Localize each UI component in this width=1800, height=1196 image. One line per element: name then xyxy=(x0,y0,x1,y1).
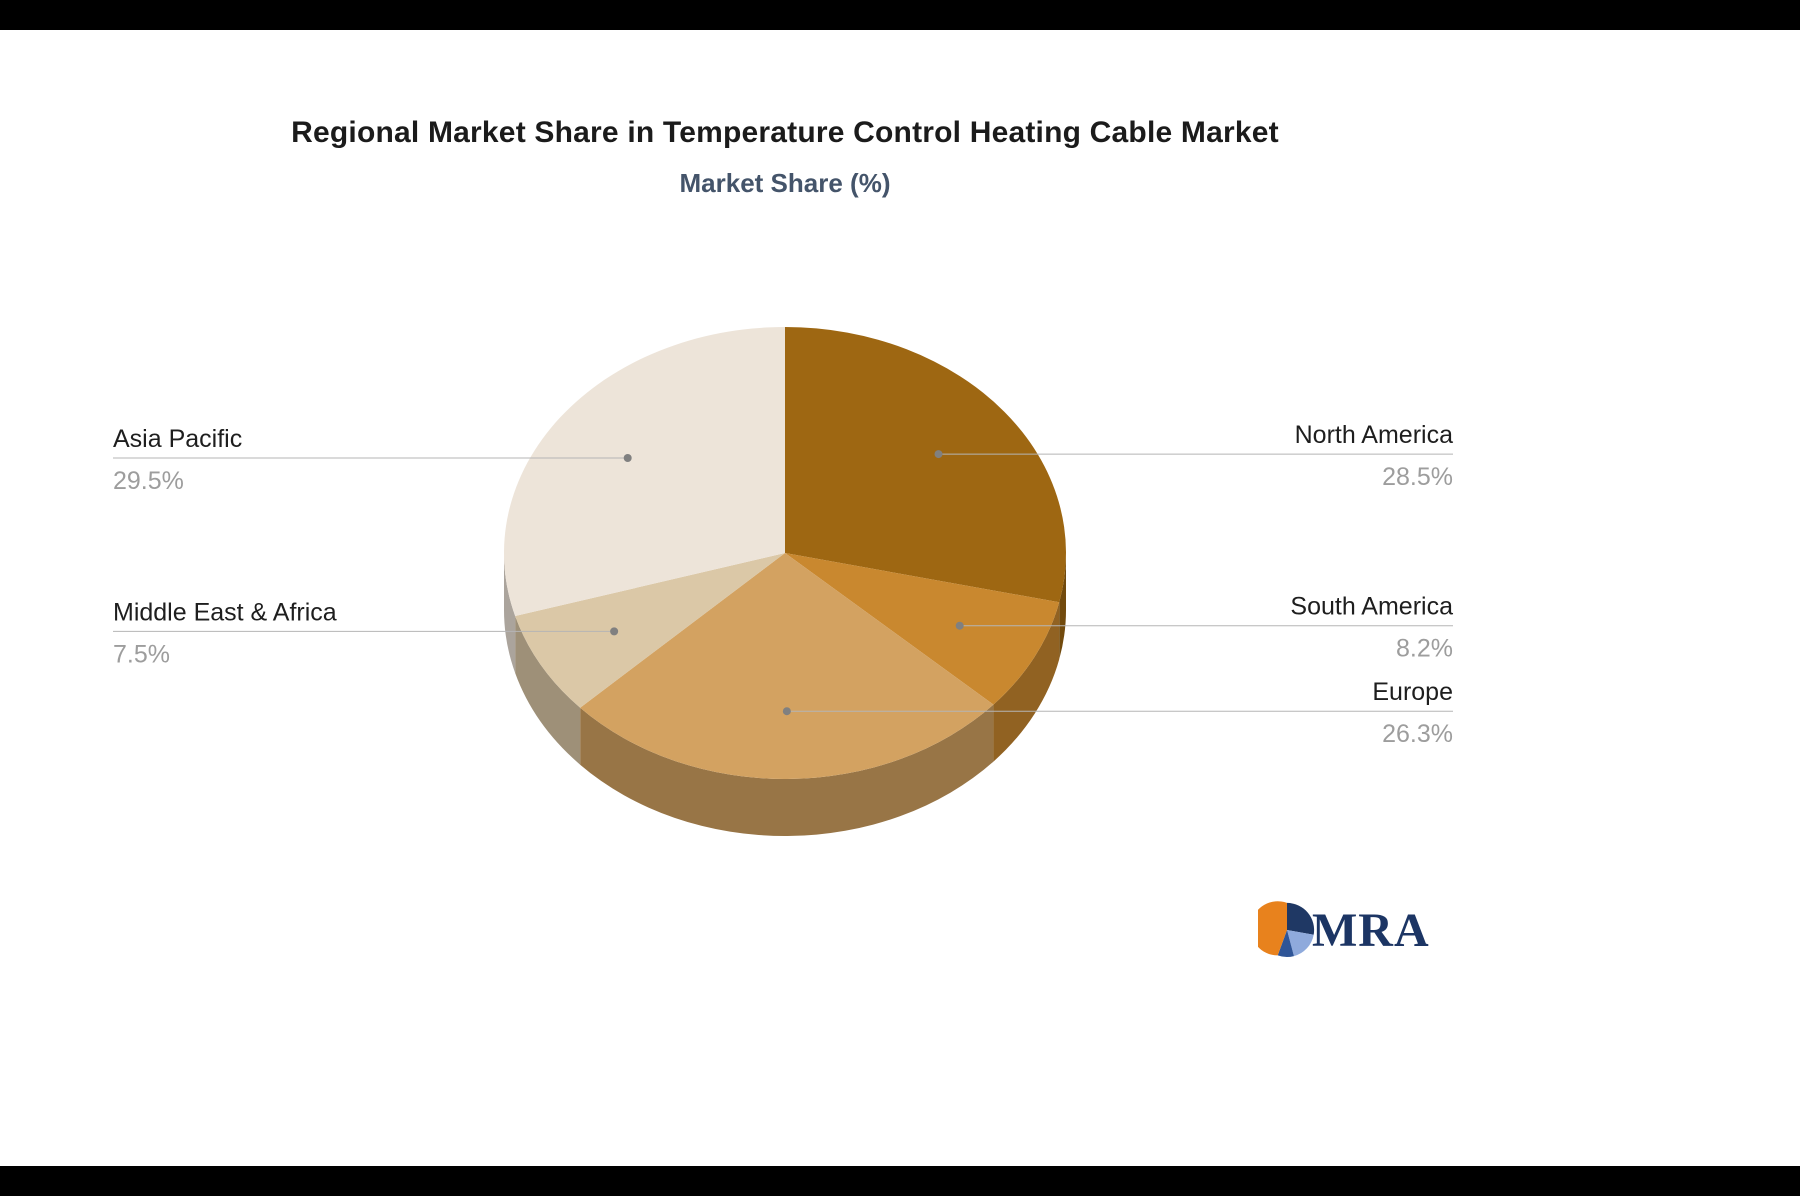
logo: MRA xyxy=(1258,901,1430,959)
leader-dot-north-america xyxy=(934,450,943,459)
leader-dot-europe xyxy=(782,707,791,716)
pie-slice-wall-north-america xyxy=(1059,553,1066,660)
pie-slice-wall-middle-east-africa xyxy=(515,616,581,765)
slice-value-middle-east-africa: 7.5% xyxy=(113,640,170,668)
bottom-black-bar xyxy=(0,1166,1800,1196)
pie-slice-wall-asia-pacific xyxy=(504,553,516,674)
leader-dot-asia-pacific xyxy=(623,454,632,463)
slice-value-europe: 26.3% xyxy=(1382,720,1453,748)
pie-slice-north-america xyxy=(785,327,1066,603)
slice-label-europe: Europe xyxy=(1372,678,1453,706)
leader-dot-south-america xyxy=(955,621,964,630)
pie-slice-middle-east-africa xyxy=(515,553,785,708)
slice-label-north-america: North America xyxy=(1295,421,1453,449)
leader-dot-middle-east-africa xyxy=(610,627,619,636)
logo-pie-icon xyxy=(1258,901,1315,958)
pie-slice-wall-south-america xyxy=(993,602,1060,762)
slice-label-asia-pacific: Asia Pacific xyxy=(113,425,242,453)
slice-label-middle-east-africa: Middle East & Africa xyxy=(113,598,337,626)
slice-value-north-america: 28.5% xyxy=(1382,463,1453,491)
chart-title: Regional Market Share in Temperature Con… xyxy=(291,116,1279,149)
slice-value-south-america: 8.2% xyxy=(1396,635,1453,663)
pie-slice-wall-europe xyxy=(580,704,994,837)
pie-slice-asia-pacific xyxy=(504,327,785,617)
pie-slice-south-america xyxy=(785,553,1060,705)
logo-text: MRA xyxy=(1312,903,1430,957)
slice-value-asia-pacific: 29.5% xyxy=(113,467,184,495)
pie-slice-europe xyxy=(580,553,994,779)
chart-subtitle: Market Share (%) xyxy=(679,168,891,198)
top-black-bar xyxy=(0,0,1800,30)
slice-label-south-america: South America xyxy=(1290,593,1453,621)
